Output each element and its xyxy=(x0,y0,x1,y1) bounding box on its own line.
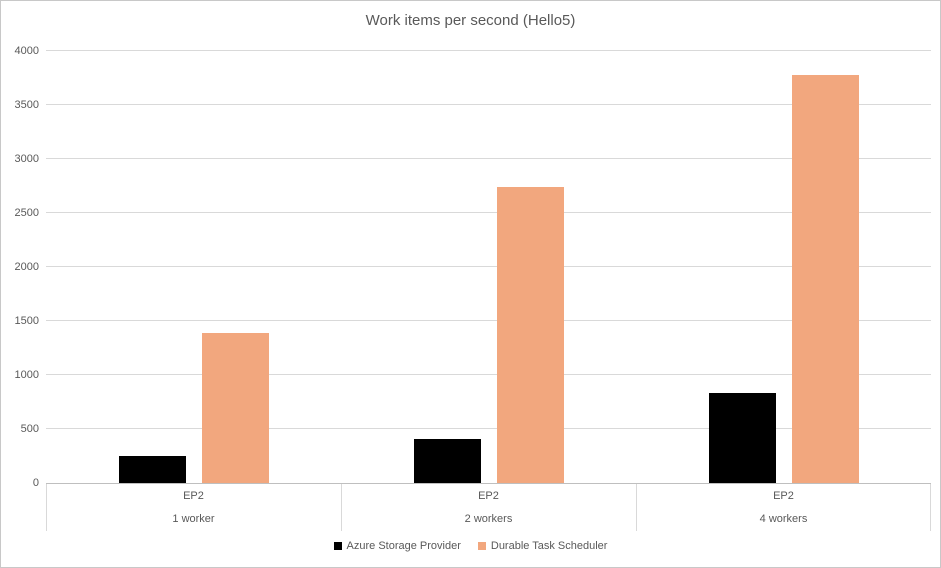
category-label-workers: 2 workers xyxy=(464,512,513,525)
gridline xyxy=(46,428,931,429)
bar-durable-task-scheduler xyxy=(791,75,859,483)
category-label-instance: EP2 xyxy=(773,489,794,502)
category-separator xyxy=(46,484,47,531)
plot-area xyxy=(46,50,931,483)
category-label-instance: EP2 xyxy=(183,489,204,502)
gridline xyxy=(46,320,931,321)
gridline xyxy=(46,158,931,159)
legend-label: Durable Task Scheduler xyxy=(490,540,608,552)
legend-label: Azure Storage Provider xyxy=(346,540,461,552)
y-axis-tick-label: 3000 xyxy=(14,153,39,165)
y-axis-tick-label: 1000 xyxy=(14,369,39,381)
legend: Azure Storage Provider Durable Task Sched… xyxy=(1,540,940,552)
category-separator xyxy=(341,484,342,531)
legend-item-durable-task-scheduler: Durable Task Scheduler xyxy=(477,540,608,552)
y-axis-tick-label: 500 xyxy=(20,423,39,435)
legend-swatch-durable-task-scheduler xyxy=(477,542,486,550)
y-axis-tick-label: 3500 xyxy=(14,99,39,111)
y-axis-tick-label: 0 xyxy=(32,477,39,489)
category-separator xyxy=(930,484,931,531)
gridline xyxy=(46,374,931,375)
bar-azure-storage-provider xyxy=(413,438,481,483)
category-group: EP2 4 workers xyxy=(636,484,931,530)
category-group: EP2 1 worker xyxy=(46,484,341,530)
gridline xyxy=(46,266,931,267)
gridline xyxy=(46,212,931,213)
bar-durable-task-scheduler xyxy=(496,187,564,483)
y-axis-tick-label: 2000 xyxy=(14,261,39,273)
bar-azure-storage-provider xyxy=(118,456,186,483)
gridline xyxy=(46,50,931,51)
bar-azure-storage-provider xyxy=(708,393,776,483)
category-group: EP2 2 workers xyxy=(341,484,636,530)
x-axis-category-band: EP2 1 worker EP2 2 workers EP2 4 workers xyxy=(46,483,931,531)
bar-durable-task-scheduler xyxy=(201,332,269,483)
legend-item-azure-storage-provider: Azure Storage Provider xyxy=(333,540,461,552)
category-label-workers: 1 worker xyxy=(172,512,215,525)
category-separator xyxy=(636,484,637,531)
y-axis-tick-label: 2500 xyxy=(14,207,39,219)
gridline xyxy=(46,104,931,105)
category-label-workers: 4 workers xyxy=(759,512,808,525)
y-axis-tick-label: 4000 xyxy=(14,45,39,57)
legend-swatch-azure-storage-provider xyxy=(333,542,342,550)
y-axis-tick-label: 1500 xyxy=(14,315,39,327)
chart-title: Work items per second (Hello5) xyxy=(365,12,576,29)
y-axis: 0 500 1000 1500 2000 2500 3000 3500 4000 xyxy=(1,45,39,489)
category-label-instance: EP2 xyxy=(478,489,499,502)
